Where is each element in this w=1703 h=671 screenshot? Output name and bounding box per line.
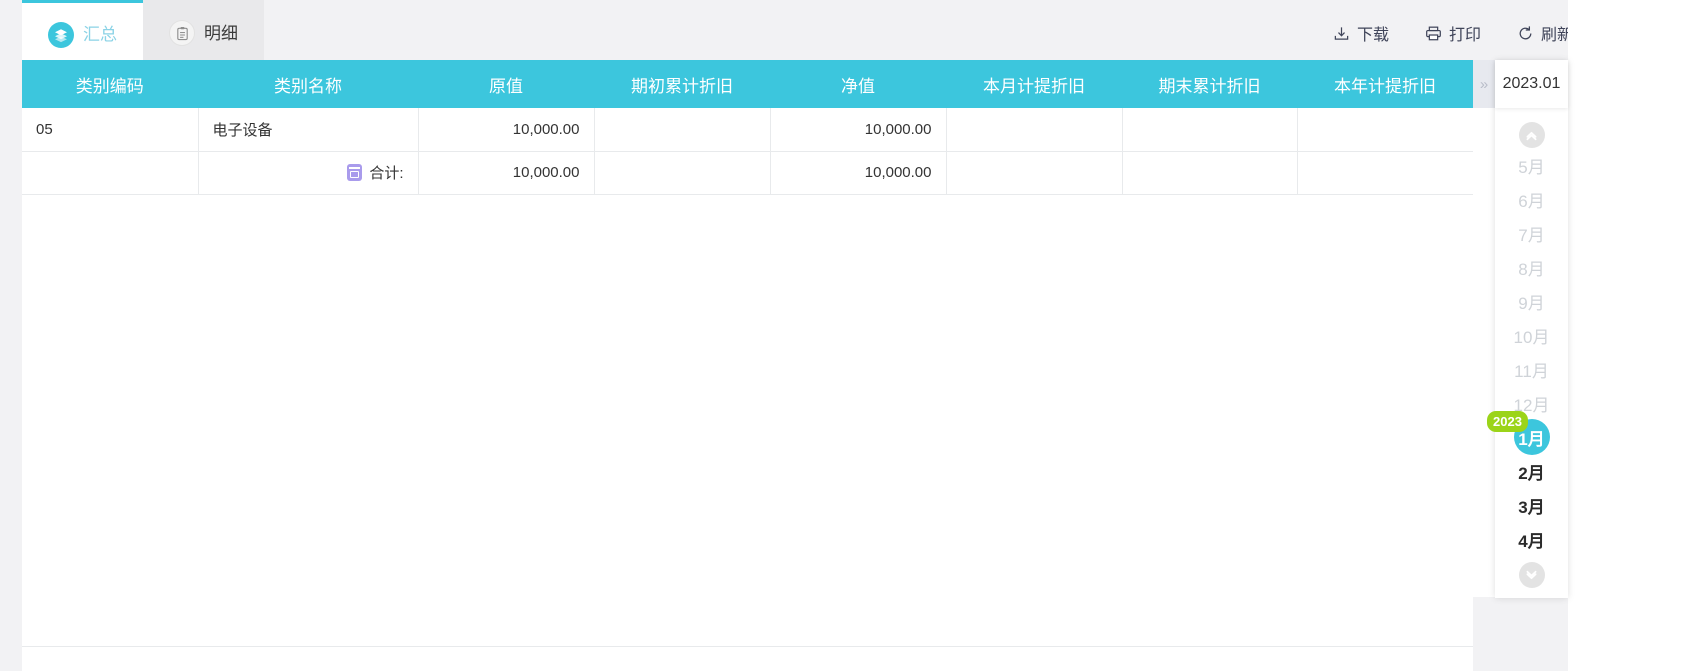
cell-month-depr xyxy=(946,108,1123,152)
column-header-closing-depr[interactable]: 期末累计折旧 xyxy=(1122,60,1298,108)
month-item-1-selected[interactable]: 2023 1月 xyxy=(1487,411,1568,455)
refresh-label: 刷新 xyxy=(1540,27,1573,44)
column-header-category-name[interactable]: 类别名称 xyxy=(198,60,419,108)
scroll-down-button[interactable] xyxy=(1518,562,1545,588)
month-list: 5月 6月 7月 8月 9月 10月 11月 12月 2023 1月 2月 3月… xyxy=(1487,108,1568,598)
cell-closing-depr xyxy=(1122,108,1298,152)
total-label: 合计: xyxy=(369,165,404,182)
total-month-depr xyxy=(946,151,1123,195)
table-header-row: 类别编码 类别名称 原值 期初累计折旧 净值 本月计提折旧 期末累计折旧 本年计… xyxy=(22,60,1474,108)
month-item-2[interactable]: 2月 xyxy=(1518,463,1545,483)
month-item-7[interactable]: 7月 xyxy=(1518,225,1545,245)
month-item-6[interactable]: 6月 xyxy=(1518,191,1545,211)
scroll-up-button[interactable] xyxy=(1518,122,1545,148)
month-item-10[interactable]: 10月 xyxy=(1513,327,1550,347)
month-item-5[interactable]: 5月 xyxy=(1518,157,1545,177)
month-item-8[interactable]: 8月 xyxy=(1518,259,1545,279)
cell-year-depr xyxy=(1297,108,1473,152)
cell-category-code: 05 xyxy=(22,108,199,152)
table-bottom-divider xyxy=(22,646,1473,647)
month-item-9[interactable]: 9月 xyxy=(1518,293,1545,313)
clipboard-icon xyxy=(169,20,195,46)
period-selector-panel: 2023.01 5月 6月 7月 8月 9月 10月 11月 12月 2023 … xyxy=(1487,60,1568,598)
month-item-4[interactable]: 4月 xyxy=(1518,531,1545,551)
total-original-value: 10,000.00 xyxy=(418,151,595,195)
year-badge: 2023 xyxy=(1487,411,1528,432)
column-header-category-code[interactable]: 类别编码 xyxy=(22,60,199,108)
month-item-3[interactable]: 3月 xyxy=(1518,497,1545,517)
layers-icon xyxy=(48,21,74,48)
tab-summary-label: 汇总 xyxy=(83,25,117,44)
table-body: 05 电子设备 10,000.00 10,000.00 合计: xyxy=(22,108,1473,195)
cell-opening-depr xyxy=(594,108,771,152)
total-label-cell: 合计: xyxy=(198,151,419,195)
tab-detail[interactable]: 明细 xyxy=(143,0,264,66)
column-header-opening-depr[interactable]: 期初累计折旧 xyxy=(594,60,771,108)
month-item-12[interactable]: 12月 xyxy=(1513,395,1550,415)
summary-icon xyxy=(347,164,363,181)
download-label: 下载 xyxy=(1356,27,1389,44)
table-header: 类别编码 类别名称 原值 期初累计折旧 净值 本月计提折旧 期末累计折旧 本年计… xyxy=(22,60,1474,108)
total-year-depr xyxy=(1297,151,1473,195)
right-gutter xyxy=(1568,0,1703,671)
collapse-panel-button[interactable]: » xyxy=(1473,60,1495,108)
total-spacer-cell xyxy=(22,151,199,195)
left-gutter xyxy=(0,66,22,671)
table-total-row: 合计: 10,000.00 10,000.00 xyxy=(22,151,1473,195)
print-label: 打印 xyxy=(1448,27,1481,44)
cell-category-name: 电子设备 xyxy=(198,108,419,152)
total-net-value: 10,000.00 xyxy=(770,151,947,195)
period-title[interactable]: 2023.01 xyxy=(1495,60,1568,108)
download-button[interactable]: 下载 xyxy=(1333,21,1389,45)
tab-detail-label: 明细 xyxy=(204,23,238,43)
top-bar: 汇总 明细 xyxy=(0,0,1703,66)
depreciation-table: 类别编码 类别名称 原值 期初累计折旧 净值 本月计提折旧 期末累计折旧 本年计… xyxy=(22,60,1474,195)
month-item-11[interactable]: 11月 xyxy=(1514,361,1549,381)
column-header-net-value[interactable]: 净值 xyxy=(770,60,947,108)
refresh-icon xyxy=(1517,25,1534,42)
tab-summary[interactable]: 汇总 xyxy=(22,0,143,66)
total-opening-depr xyxy=(594,151,771,195)
cell-net-value: 10,000.00 xyxy=(770,108,947,152)
depreciation-table-container: 类别编码 类别名称 原值 期初累计折旧 净值 本月计提折旧 期末累计折旧 本年计… xyxy=(22,60,1474,195)
tab-bar: 汇总 明细 xyxy=(22,0,264,66)
chevron-double-right-icon: » xyxy=(1479,75,1489,93)
total-closing-depr xyxy=(1122,151,1298,195)
column-header-year-depr[interactable]: 本年计提折旧 xyxy=(1297,60,1474,108)
refresh-button[interactable]: 刷新 xyxy=(1517,21,1573,45)
column-header-month-depr[interactable]: 本月计提折旧 xyxy=(946,60,1123,108)
table-row[interactable]: 05 电子设备 10,000.00 10,000.00 xyxy=(22,108,1473,152)
top-toolbar: 下载 打印 刷新 xyxy=(1333,0,1573,66)
right-lower-gutter xyxy=(1473,597,1568,671)
print-button[interactable]: 打印 xyxy=(1425,21,1481,45)
download-icon xyxy=(1333,25,1350,42)
cell-original-value: 10,000.00 xyxy=(418,108,595,152)
column-header-original-value[interactable]: 原值 xyxy=(418,60,595,108)
printer-icon xyxy=(1425,25,1442,42)
